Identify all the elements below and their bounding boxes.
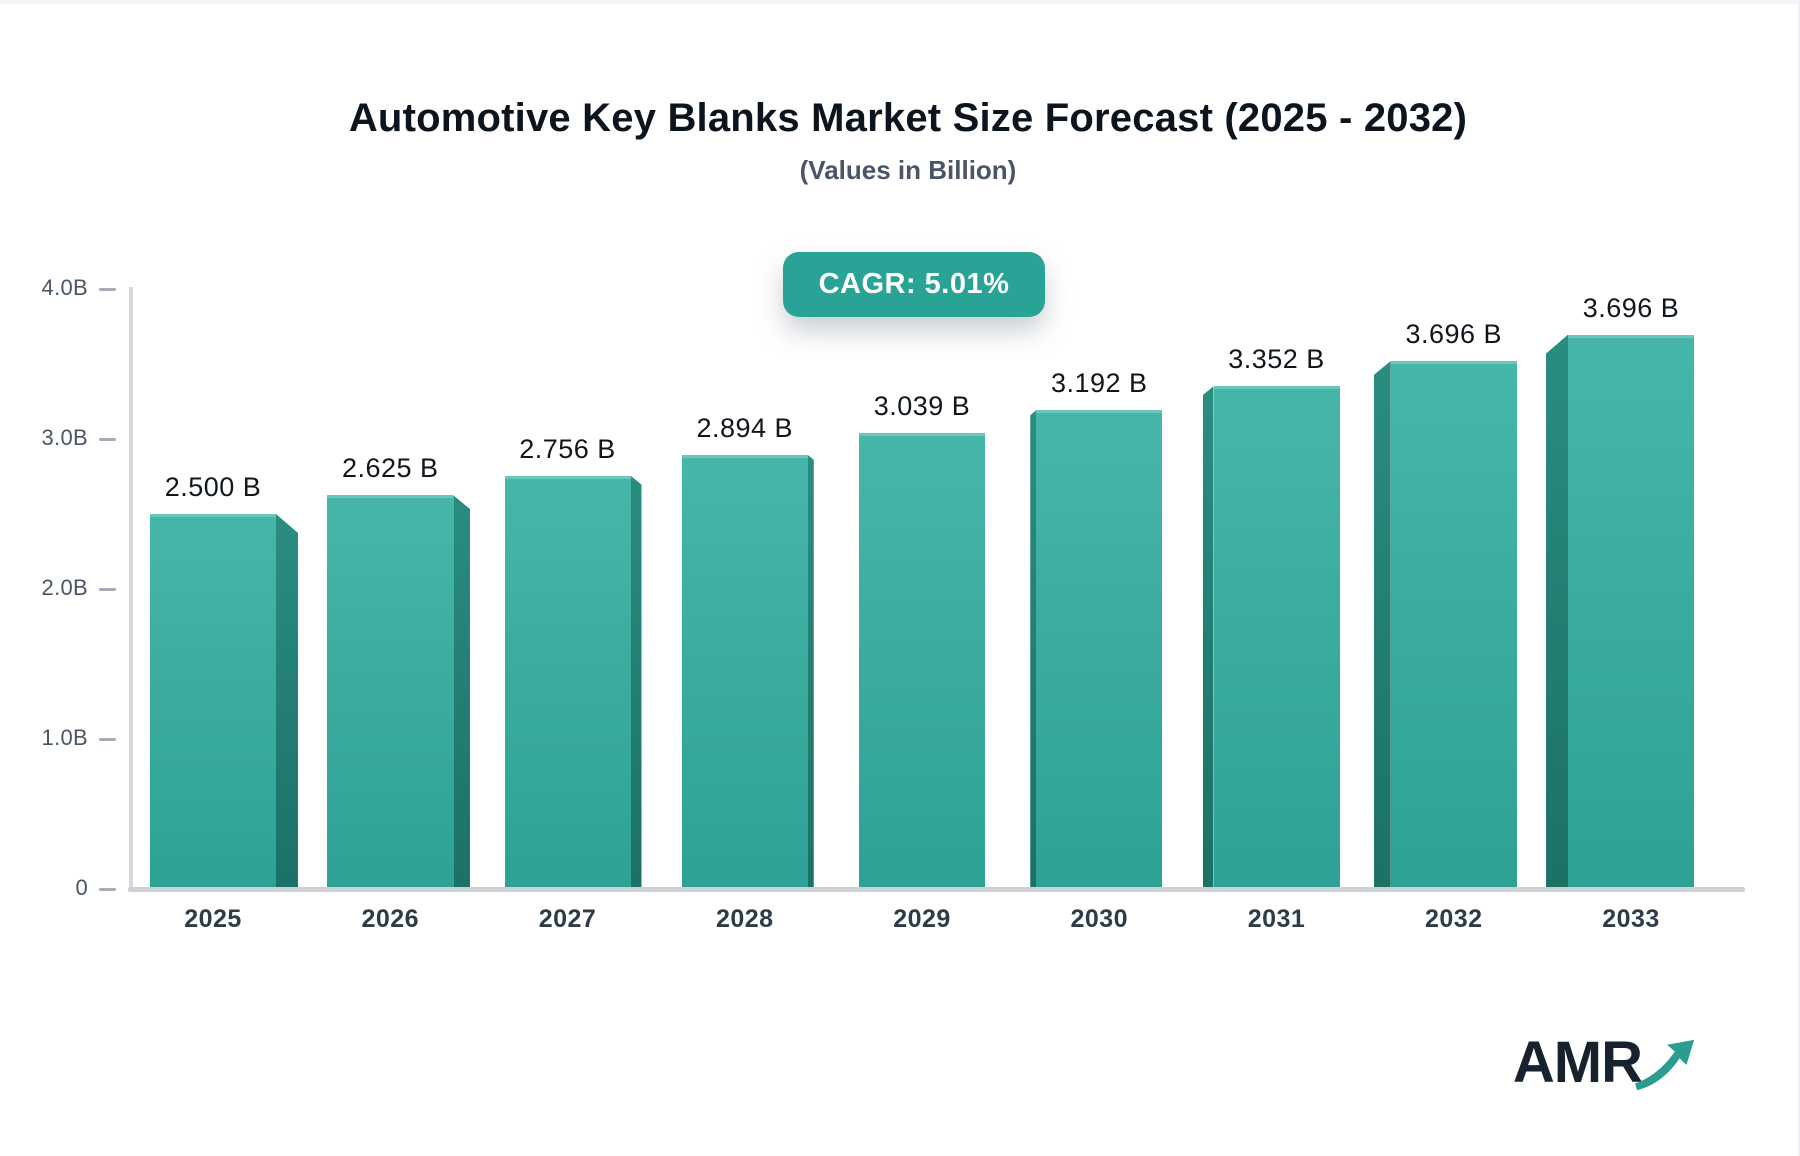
bar-top-edge bbox=[859, 433, 985, 437]
bar-value-label: 2.756 B bbox=[519, 433, 616, 464]
x-tick-label: 2028 bbox=[715, 905, 774, 933]
x-tick-label: 2030 bbox=[1070, 905, 1129, 933]
y-tick-dash bbox=[99, 737, 116, 741]
bar-top-edge bbox=[1568, 334, 1694, 338]
bar bbox=[1546, 334, 1694, 889]
y-tick-dash bbox=[99, 887, 116, 891]
y-tick-label: 4.0B bbox=[41, 275, 88, 300]
logo-text: AMR bbox=[1512, 1030, 1643, 1095]
bar-face bbox=[1568, 334, 1694, 889]
y-tick-dash bbox=[99, 437, 116, 441]
bar-value-label: 3.352 B bbox=[1228, 344, 1325, 375]
bar-value-label: 3.192 B bbox=[1050, 368, 1148, 399]
y-tick-dash bbox=[99, 587, 116, 591]
x-tick-label: 2025 bbox=[184, 905, 242, 933]
bar-side-3d bbox=[276, 514, 298, 889]
x-tick-label: 2033 bbox=[1602, 905, 1660, 933]
bar-side-3d bbox=[630, 475, 642, 889]
x-tick-label: 2029 bbox=[893, 905, 951, 933]
bar-top-edge bbox=[504, 475, 631, 479]
chart-subtitle: (Values in Billion) bbox=[799, 155, 1017, 185]
bar-side-3d bbox=[807, 454, 814, 889]
bar-face bbox=[859, 433, 985, 889]
growth-arrow-icon bbox=[1635, 1039, 1695, 1091]
bar-face bbox=[1036, 410, 1163, 889]
bar-top-edge bbox=[150, 514, 276, 517]
bar-side-3d bbox=[1202, 386, 1214, 889]
y-tick-label: 1.0B bbox=[41, 725, 88, 750]
cagr-badge-wrap: CAGR: 5.01% bbox=[0, 252, 1798, 317]
chart-title: Automotive Key Blanks Market Size Foreca… bbox=[348, 96, 1468, 140]
bar-top-edge bbox=[1213, 386, 1340, 390]
bar-side-3d bbox=[453, 495, 471, 889]
bar bbox=[150, 514, 298, 889]
bar-face bbox=[1213, 386, 1340, 889]
bar-face bbox=[327, 495, 454, 889]
y-axis-line bbox=[129, 287, 133, 891]
bar-top-edge bbox=[1036, 410, 1163, 414]
y-tick-label: 2.0B bbox=[41, 575, 88, 600]
plot-area: 2.500 B 2.625 B 2.756 B 2.894 B 3.039 B 3.192… bbox=[130, 289, 1743, 889]
bar-value-label: 3.039 B bbox=[873, 391, 971, 422]
bar-side-3d bbox=[1030, 410, 1037, 889]
title-block: Automotive Key Blanks Market Size Foreca… bbox=[0, 96, 1798, 186]
bar bbox=[327, 495, 471, 889]
x-axis-line bbox=[128, 887, 1745, 892]
bar bbox=[859, 433, 985, 889]
bar-value-label: 3.696 B bbox=[1405, 319, 1503, 349]
bar-face bbox=[504, 475, 631, 889]
bar bbox=[681, 454, 814, 889]
bar bbox=[1373, 361, 1517, 889]
cagr-badge: CAGR: 5.01% bbox=[782, 252, 1046, 317]
x-tick-label: 2027 bbox=[538, 905, 597, 933]
bar-value-label: 2.500 B bbox=[164, 472, 262, 502]
bar-side-3d bbox=[1373, 361, 1391, 889]
bar-top-edge bbox=[327, 495, 454, 499]
bar bbox=[1030, 410, 1163, 889]
bar-side-3d bbox=[1546, 334, 1568, 889]
bar bbox=[504, 475, 642, 889]
x-tick-label: 2032 bbox=[1424, 905, 1483, 933]
bar-face bbox=[1390, 361, 1517, 889]
bar-value-label: 3.696 B bbox=[1582, 292, 1680, 323]
bar-face bbox=[681, 454, 808, 889]
y-tick-label: 0 bbox=[75, 875, 88, 900]
x-tick-label: 2031 bbox=[1247, 905, 1306, 933]
y-tick-dash bbox=[99, 287, 116, 291]
bar-face bbox=[150, 514, 276, 889]
amr-logo: AMR bbox=[1513, 1034, 1702, 1096]
y-tick-label: 3.0B bbox=[41, 425, 88, 450]
x-tick-label: 2026 bbox=[361, 905, 420, 933]
bar-top-edge bbox=[1390, 361, 1517, 364]
bar-value-label: 2.894 B bbox=[696, 412, 794, 443]
bar bbox=[1202, 386, 1340, 889]
bar-value-label: 2.625 B bbox=[341, 453, 439, 484]
bar-top-edge bbox=[681, 454, 808, 458]
